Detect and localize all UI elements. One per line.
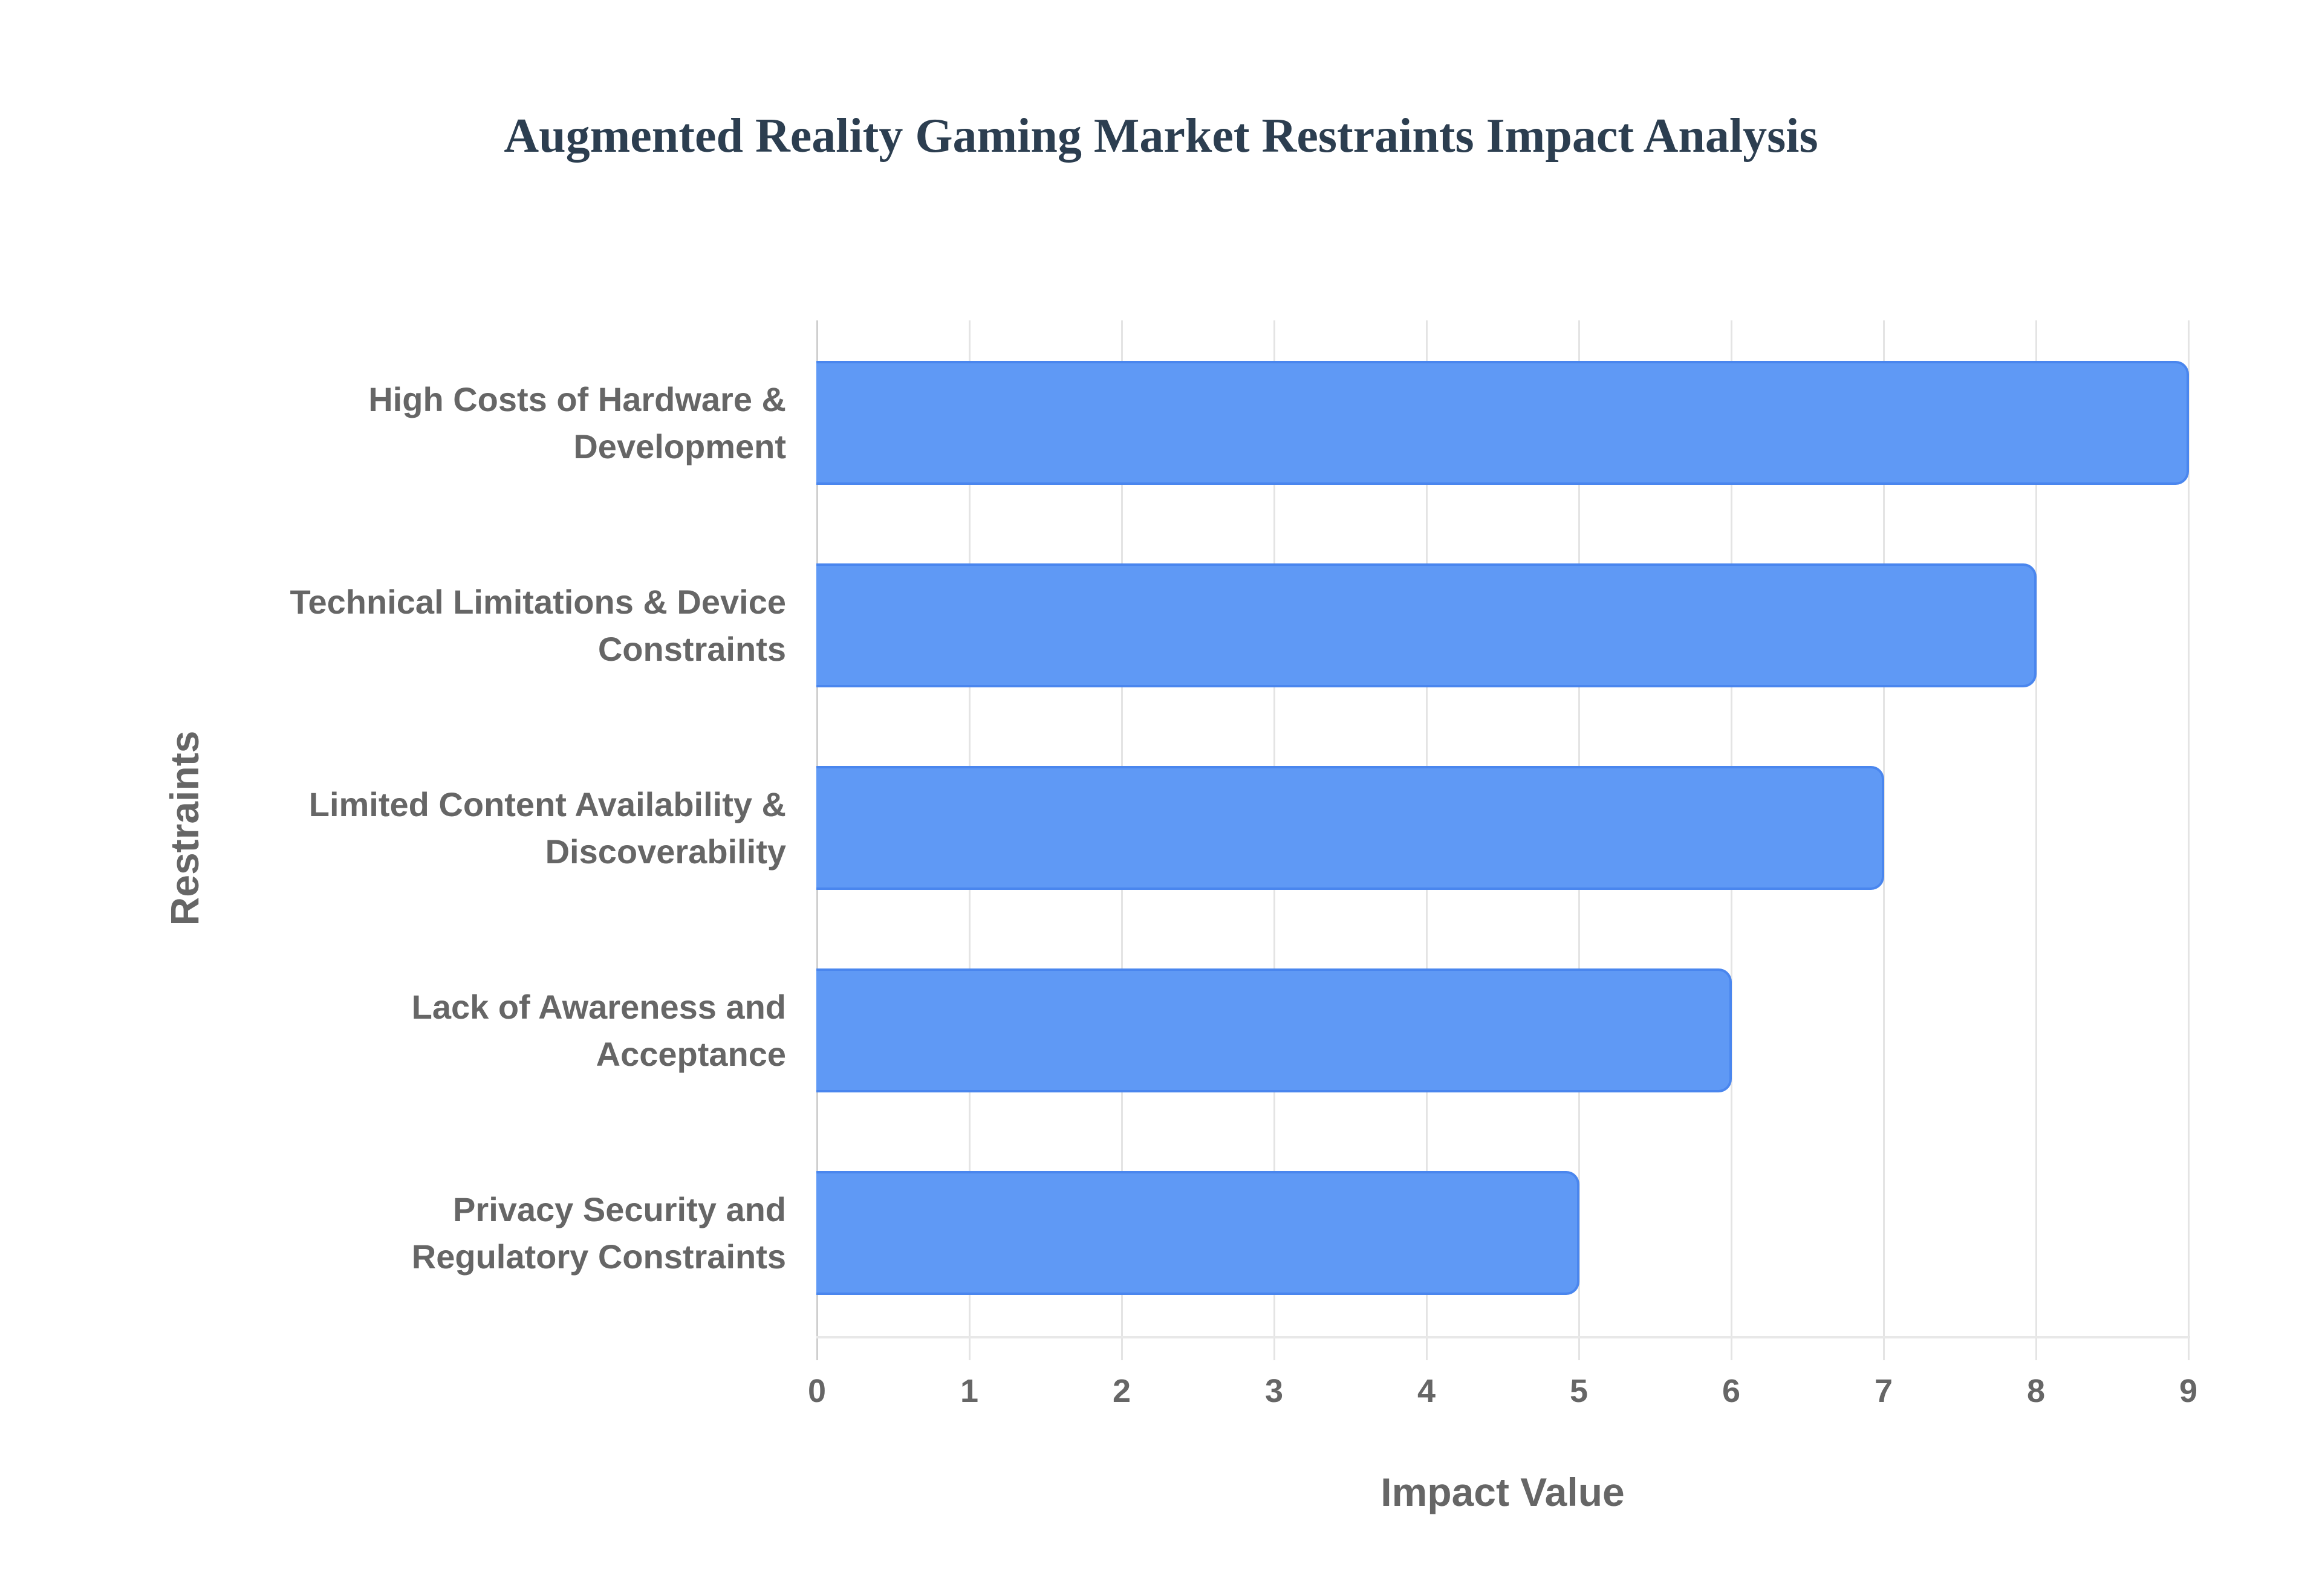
y-label-line: Regulatory Constraints xyxy=(411,1238,786,1276)
y-label-line: Constraints xyxy=(597,630,786,668)
y-label-technical-limitations: Technical Limitations & Device Constrain… xyxy=(181,579,786,673)
x-tick-3: 3 xyxy=(1264,1373,1284,1409)
x-tick-8: 8 xyxy=(2026,1373,2046,1409)
x-tick-2: 2 xyxy=(1112,1373,1131,1409)
bar-limited-content[interactable] xyxy=(816,766,1884,890)
y-label-line: Discoverability xyxy=(545,832,786,871)
y-label-line: Acceptance xyxy=(596,1035,786,1073)
x-tick-7: 7 xyxy=(1874,1373,1893,1409)
bar-privacy-security[interactable] xyxy=(816,1171,1579,1295)
x-tick-4: 4 xyxy=(1417,1373,1436,1409)
plot-area xyxy=(816,320,2190,1360)
y-label-high-costs: High Costs of Hardware & Development xyxy=(181,376,786,470)
y-label-line: High Costs of Hardware & xyxy=(368,380,786,418)
y-label-limited-content: Limited Content Availability & Discovera… xyxy=(181,781,786,875)
gridline-9 xyxy=(2188,320,2190,1360)
x-axis-title: Impact Value xyxy=(1381,1470,1625,1514)
gridline-8 xyxy=(2035,320,2037,1360)
bar-lack-of-awareness[interactable] xyxy=(816,968,1732,1092)
chart-title: Augmented Reality Gaming Market Restrain… xyxy=(504,109,1818,163)
x-tick-5: 5 xyxy=(1569,1373,1589,1409)
x-tick-1: 1 xyxy=(960,1373,979,1409)
y-label-line: Lack of Awareness and xyxy=(411,988,786,1026)
y-label-privacy-security: Privacy Security and Regulatory Constrai… xyxy=(181,1186,786,1280)
x-axis-line xyxy=(816,1336,2190,1338)
y-label-line: Development xyxy=(573,427,786,465)
y-label-line: Technical Limitations & Device xyxy=(290,583,786,621)
y-label-line: Limited Content Availability & xyxy=(308,785,786,823)
bar-high-costs[interactable] xyxy=(816,361,2189,485)
y-label-lack-of-awareness: Lack of Awareness and Acceptance xyxy=(181,984,786,1078)
x-tick-6: 6 xyxy=(1722,1373,1741,1409)
y-label-line: Privacy Security and xyxy=(453,1190,786,1228)
x-tick-9: 9 xyxy=(2179,1373,2198,1409)
x-tick-0: 0 xyxy=(807,1373,827,1409)
bar-technical-limitations[interactable] xyxy=(816,563,2037,687)
